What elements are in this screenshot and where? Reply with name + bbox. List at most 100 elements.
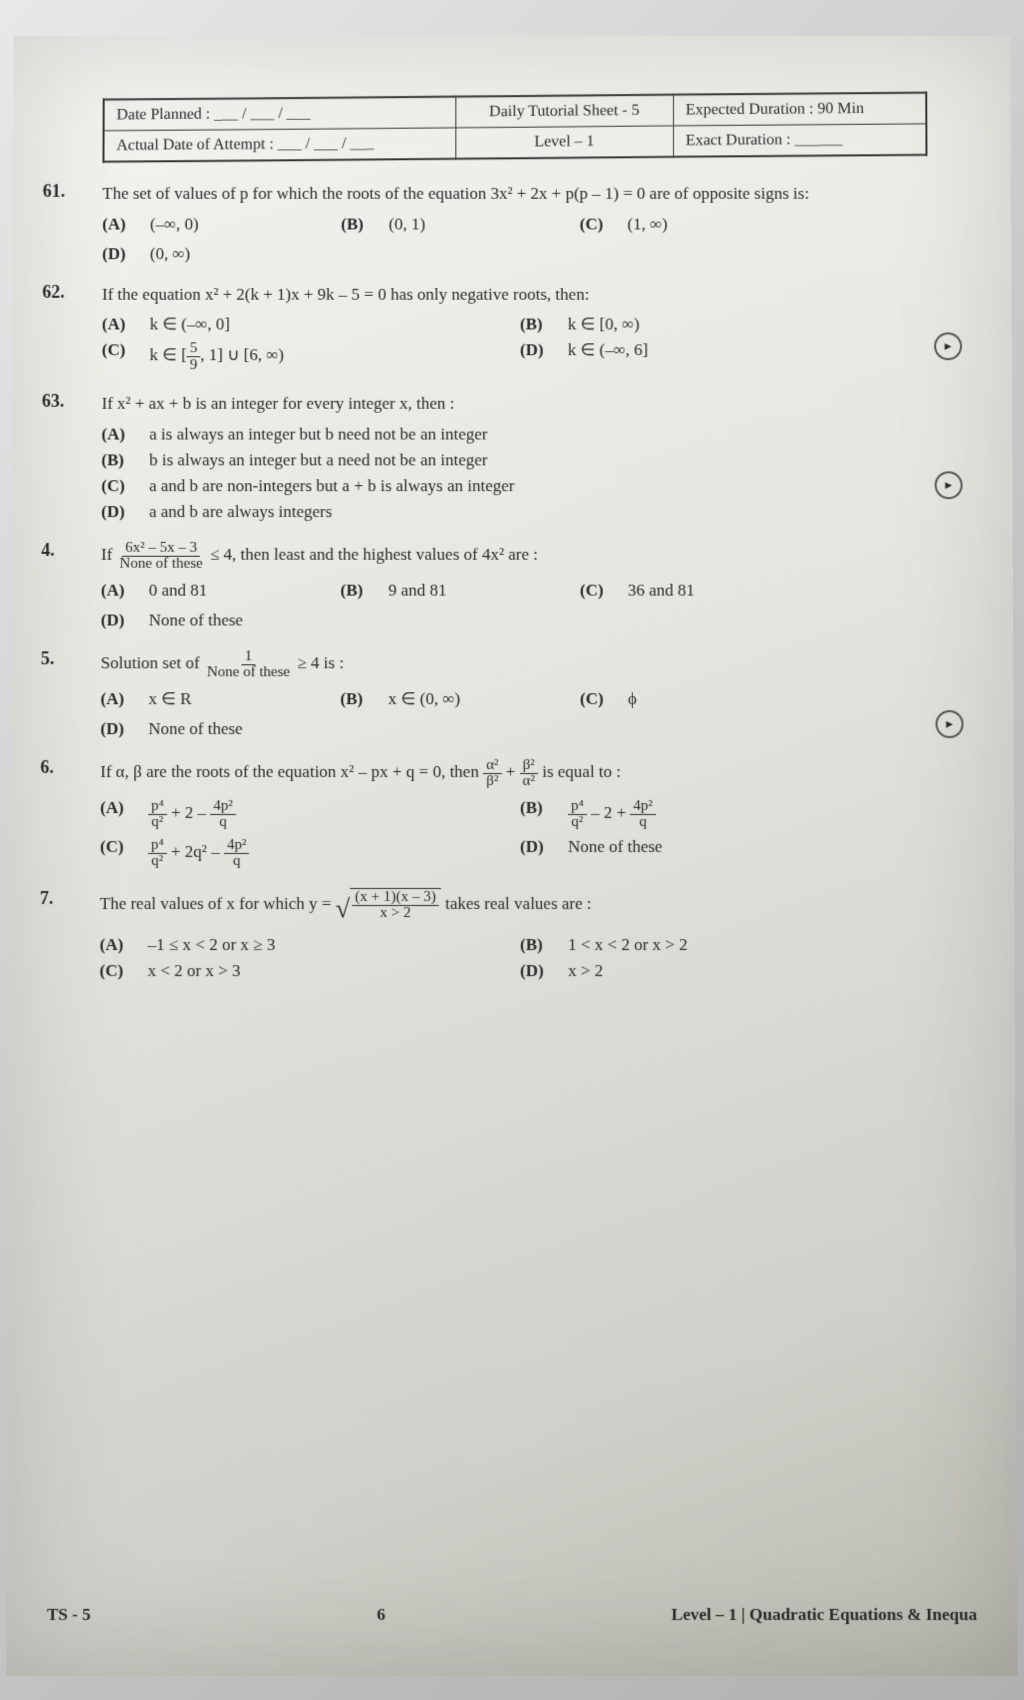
radical-icon: √: [336, 893, 350, 922]
txt: k ∈ [: [150, 346, 187, 365]
opt-text: (–∞, 0): [150, 214, 199, 234]
opt-label: (A): [102, 214, 132, 234]
opt-label: (D): [520, 961, 550, 981]
txt: + 2q² –: [167, 842, 224, 861]
qtext: The real values of x for which y = √(x +…: [100, 888, 975, 928]
qtext: If α, β are the roots of the equation x²…: [100, 757, 974, 790]
actual-date: Actual Date of Attempt : ___ / ___ / ___: [103, 128, 455, 162]
txt: If α, β are the roots of the equation x²…: [100, 762, 483, 781]
qtext: If x² + ax + b is an integer for every i…: [102, 391, 973, 416]
den: q: [636, 814, 650, 830]
opt-text: k ∈ (–∞, 0]: [150, 315, 230, 335]
opt-text: p⁴q² + 2 – 4p²q: [148, 798, 236, 831]
q63-options: (A)a is always an integer but b need not…: [101, 424, 972, 521]
opt-text: (0, ∞): [150, 244, 190, 264]
opt-label: (C): [580, 689, 610, 709]
txt: +: [506, 762, 520, 781]
opt-text: (0, 1): [389, 214, 426, 234]
num: 4p²: [224, 837, 250, 854]
opt-text: a and b are always integers: [149, 502, 332, 522]
qtext: The set of values of p for which the roo…: [102, 181, 971, 206]
q67-options: (A)–1 ≤ x < 2 or x ≥ 3 (B)1 < x < 2 or x…: [100, 935, 975, 981]
expected-duration: Expected Duration : 90 Min: [673, 93, 927, 126]
den: α²: [520, 773, 538, 789]
play-marker-icon: ▸: [935, 471, 963, 499]
play-marker-icon: ▸: [935, 710, 963, 738]
opt-label: (A): [100, 935, 130, 955]
qnum: 62.: [42, 281, 102, 306]
txt: Solution set of: [101, 653, 204, 672]
exact-duration: Exact Duration : ______: [673, 124, 927, 157]
opt-text: b is always an integer but a need not be…: [149, 450, 487, 470]
qnum: 63.: [42, 391, 102, 416]
den: q: [230, 853, 244, 869]
den: q²: [568, 814, 586, 830]
txt: The real values of x for which y =: [100, 893, 336, 912]
qnum: 7.: [40, 888, 100, 928]
opt-label: (B): [520, 935, 550, 955]
num: p⁴: [568, 798, 587, 815]
opt-text: p⁴q² – 2 + 4p²q: [568, 798, 656, 831]
date-planned: Date Planned : ___ / ___ / ___: [104, 97, 456, 131]
q65-options: (A)x ∈ R (B)x ∈ (0, ∞) (C)ϕ (D)None of t…: [100, 689, 973, 739]
question-66: 6. If α, β are the roots of the equation…: [40, 757, 974, 790]
question-62: 62. If the equation x² + 2(k + 1)x + 9k …: [42, 281, 972, 306]
opt-text: 1 < x < 2 or x > 2: [568, 935, 688, 955]
question-67: 7. The real values of x for which y = √(…: [40, 888, 975, 928]
footer-left: TS - 5: [47, 1605, 91, 1625]
opt-text: (1, ∞): [627, 214, 667, 234]
opt-text: p⁴q² + 2q² – 4p²q: [148, 837, 250, 870]
den: None of these: [117, 556, 206, 572]
txt: If: [101, 545, 117, 564]
header-table: Date Planned : ___ / ___ / ___ Daily Tut…: [102, 92, 927, 163]
opt-text: None of these: [568, 837, 662, 870]
num: α²: [483, 757, 501, 774]
opt-label: (A): [100, 798, 130, 831]
page-footer: TS - 5 6 Level – 1 | Quadratic Equations…: [47, 1605, 977, 1625]
opt-label: (A): [101, 689, 131, 709]
qnum: 5.: [41, 648, 101, 681]
num: (x + 1)(x – 3): [352, 889, 439, 906]
page-number: 6: [377, 1605, 386, 1625]
level: Level – 1: [455, 126, 673, 159]
opt-label: (C): [101, 476, 131, 496]
opt-text: 36 and 81: [628, 580, 695, 600]
txt: takes real values are :: [445, 893, 591, 912]
q61-options: (A)(–∞, 0) (B)(0, 1) (C)(1, ∞) (D)(0, ∞): [102, 214, 972, 263]
footer-right: Level – 1 | Quadratic Equations & Inequa: [671, 1605, 977, 1625]
qtext: If 6x² – 5x – 3None of these ≤ 4, then l…: [101, 539, 973, 572]
opt-text: a and b are non-integers but a + b is al…: [149, 476, 514, 496]
num: p⁴: [148, 837, 167, 854]
num: 4p²: [630, 798, 656, 815]
num: β²: [520, 757, 538, 774]
opt-label: (C): [580, 214, 610, 234]
opt-label: (A): [102, 315, 132, 335]
question-63: 63. If x² + ax + b is an integer for eve…: [42, 391, 972, 416]
opt-text: k ∈ (–∞, 6]: [568, 340, 648, 373]
question-64: 4. If 6x² – 5x – 3None of these ≤ 4, the…: [41, 539, 973, 572]
opt-label: (B): [520, 315, 550, 335]
qnum: 61.: [43, 181, 103, 206]
opt-label: (D): [102, 244, 132, 264]
num: p⁴: [148, 798, 167, 815]
opt-label: (D): [520, 837, 550, 870]
num: 6x² – 5x – 3: [122, 539, 200, 556]
den: q²: [148, 853, 166, 869]
q64-options: (A)0 and 81 (B)9 and 81 (C)36 and 81 (D)…: [101, 580, 973, 630]
opt-label: (B): [340, 580, 370, 600]
sheet-title: Daily Tutorial Sheet - 5: [455, 95, 673, 128]
opt-label: (B): [340, 689, 370, 709]
num: 5: [187, 340, 200, 357]
opt-label: (D): [101, 502, 131, 522]
opt-label: (D): [520, 340, 550, 373]
opt-text: x ∈ R: [148, 689, 191, 709]
opt-label: (D): [100, 719, 130, 739]
opt-label: (C): [102, 340, 132, 373]
qtext: Solution set of 1None of these ≥ 4 is :: [101, 648, 974, 681]
opt-label: (C): [100, 961, 130, 981]
opt-text: x < 2 or x > 3: [148, 961, 241, 981]
opt-label: (C): [100, 837, 130, 870]
txt: ≤ 4, then least and the highest values o…: [210, 545, 538, 564]
txt: + 2 –: [167, 803, 211, 822]
txt: , 1] ∪ [6, ∞): [200, 346, 284, 365]
